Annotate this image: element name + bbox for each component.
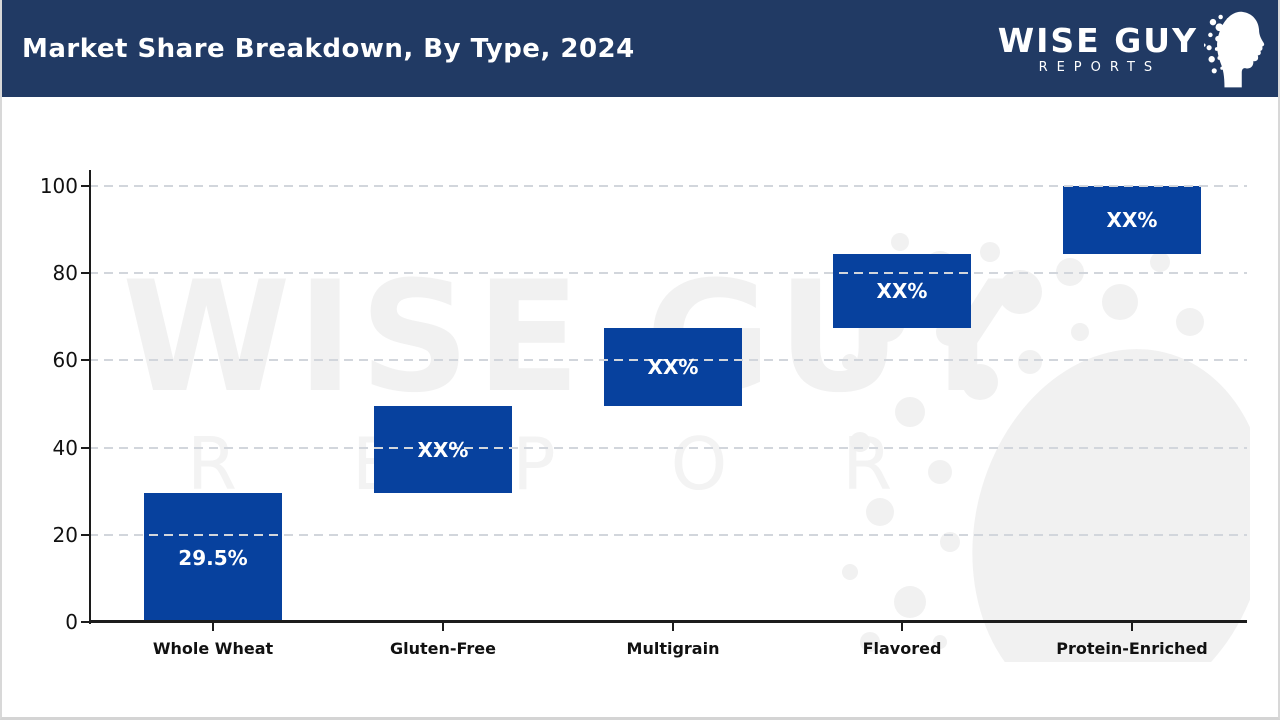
category-label-flavored: Flavored xyxy=(862,639,942,658)
bar-value-label-whole-wheat: 29.5% xyxy=(178,545,248,570)
y-tick-label-0: 0 xyxy=(65,610,78,634)
y-tick-label-40: 40 xyxy=(52,435,78,460)
y-gridline-60 xyxy=(89,359,1247,362)
y-gridline-100 xyxy=(89,185,1247,187)
x-tick-mark-flavored xyxy=(901,623,903,631)
x-axis-line xyxy=(89,620,1247,623)
bar-multigrain xyxy=(604,327,742,407)
bar-whole-wheat xyxy=(144,493,282,622)
bar-value-label-protein-enriched: XX% xyxy=(1106,207,1158,232)
y-tick-mark-0 xyxy=(81,621,90,623)
y-tick-mark-60 xyxy=(81,359,90,362)
y-tick-mark-40 xyxy=(81,446,90,449)
category-label-gluten-free: Gluten-Free xyxy=(389,639,497,658)
y-tick-mark-100 xyxy=(81,185,90,187)
bar-value-label-gluten-free: XX% xyxy=(417,437,469,462)
y-gridline-40 xyxy=(89,446,1247,449)
bar-protein-enriched xyxy=(1063,186,1201,254)
x-tick-mark-gluten-free xyxy=(442,623,444,631)
y-tick-label-80: 80 xyxy=(52,261,78,286)
y-gridline-80 xyxy=(89,272,1247,275)
y-tick-mark-20 xyxy=(81,533,90,536)
page-title: Market Share Breakdown, By Type, 2024 xyxy=(22,33,635,64)
x-tick-mark-whole-wheat xyxy=(212,623,214,631)
bar-flavored xyxy=(833,253,971,328)
y-tick-mark-80 xyxy=(81,272,90,275)
x-tick-mark-protein-enriched xyxy=(1131,623,1133,631)
logo-wiseguy-label: WISE GUY xyxy=(997,20,1198,60)
y-tick-label-20: 20 xyxy=(52,522,78,547)
x-tick-mark-multigrain xyxy=(672,623,674,631)
logo-reports-label: REPORTS xyxy=(1038,59,1162,75)
category-label-multigrain: Multigrain xyxy=(626,639,720,658)
category-label-protein-enriched: Protein-Enriched xyxy=(1056,639,1208,658)
y-gridline-20 xyxy=(89,533,1247,536)
y-tick-label-60: 60 xyxy=(52,348,78,373)
wise-guy-reports-logo: WISE GUY REPORTS xyxy=(998,10,1268,88)
bar-value-label-flavored: XX% xyxy=(876,278,928,303)
y-tick-label-100: 100 xyxy=(39,174,78,198)
bar-value-label-multigrain: XX% xyxy=(647,354,699,379)
header-banner: Market Share Breakdown, By Type, 2024 WI… xyxy=(2,0,1278,97)
y-axis-line xyxy=(89,170,91,624)
bar-gluten-free xyxy=(374,406,512,494)
category-label-whole-wheat: Whole Wheat xyxy=(152,639,274,658)
logo-face-icon xyxy=(1204,11,1265,87)
